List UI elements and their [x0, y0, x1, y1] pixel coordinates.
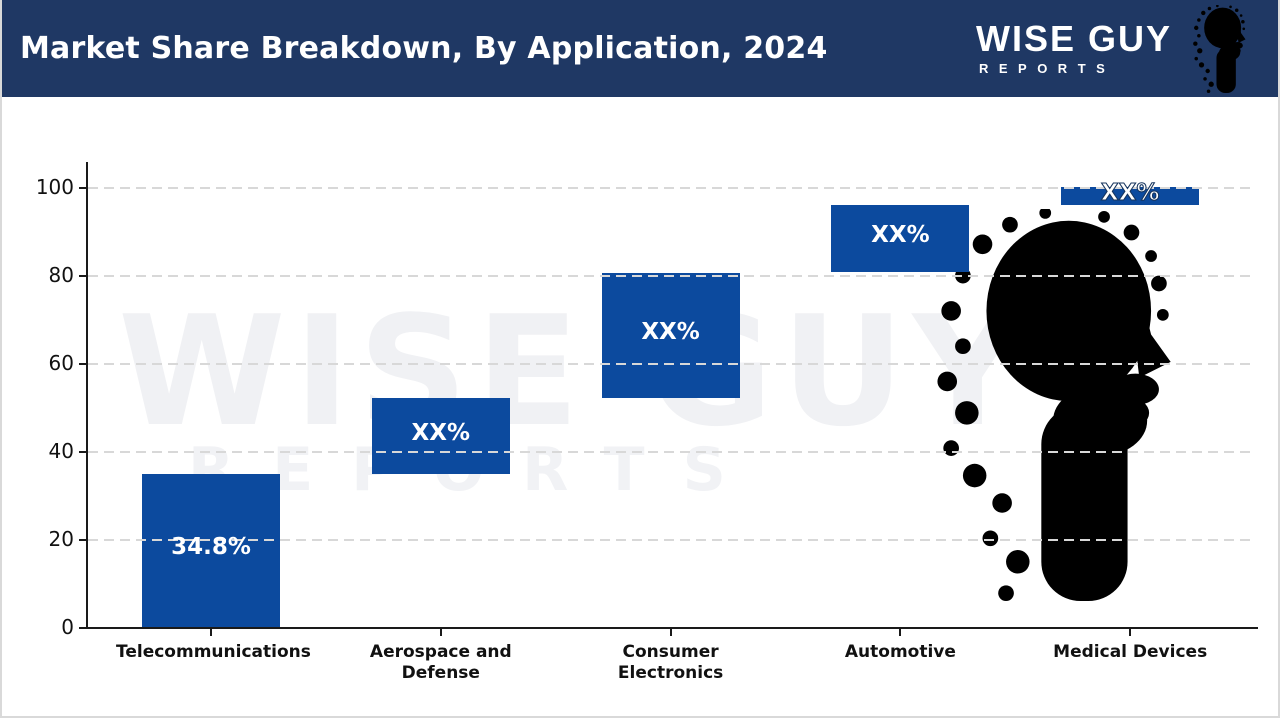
x-category-label: Consumer Electronics: [617, 642, 724, 684]
x-tick-mark: [210, 629, 212, 636]
y-tick-label: 20: [48, 527, 74, 551]
chart-area: WISE GUY REPORTS 02040608010034.8%Teleco…: [0, 97, 1280, 720]
x-axis-line: [86, 627, 1258, 629]
y-tick-mark: [79, 627, 87, 629]
gridline: [88, 187, 1256, 189]
x-tick-mark: [899, 629, 902, 636]
x-tick-mark: [439, 629, 442, 636]
bar-aerospace-and-defense: [371, 397, 510, 474]
gridline: [88, 275, 1256, 277]
y-tick-label: 40: [48, 439, 74, 463]
x-tick-mark: [1129, 629, 1132, 636]
gridline: [88, 451, 1256, 453]
x-category-label: Telecommunications: [116, 642, 311, 662]
bar-value-label: XX%: [1100, 179, 1160, 207]
bar-automotive: [831, 205, 970, 272]
gridline: [88, 539, 1256, 541]
bar-medical-devices: [1061, 187, 1200, 206]
logo-wordmark: WISE GUY: [975, 18, 1172, 59]
gridline: [88, 363, 1256, 365]
y-tick-mark: [79, 451, 87, 453]
y-axis-line: [86, 162, 88, 629]
bar-telecommunications: [142, 473, 280, 627]
logo-subtitle: REPORTS: [978, 61, 1116, 76]
y-tick-label: 100: [35, 175, 74, 199]
x-tick-mark: [669, 629, 672, 636]
watermark-text: WISE GUY: [118, 283, 1031, 460]
y-tick-mark: [79, 275, 87, 277]
y-tick-mark: [79, 363, 87, 365]
page-title: Market Share Breakdown, By Application, …: [20, 31, 828, 66]
bar-value-label: XX%: [641, 319, 700, 346]
x-category-label: Medical Devices: [1053, 642, 1208, 662]
logo-face-icon: [1193, 4, 1246, 93]
y-tick-mark: [79, 539, 87, 541]
x-category-label: Aerospace and Defense: [369, 642, 512, 684]
bar-value-label: XX%: [411, 419, 471, 446]
bar-value-label: XX%: [871, 222, 930, 249]
wise-guy-logo: WISE GUY REPORTS: [975, 4, 1266, 93]
header-bar: Market Share Breakdown, By Application, …: [0, 0, 1280, 97]
bar-consumer-electronics: [601, 272, 740, 398]
bar-value-label: 34.8%: [171, 534, 251, 561]
y-tick-label: 60: [48, 351, 74, 375]
x-category-label: Automotive: [844, 642, 956, 662]
y-tick-label: 80: [48, 263, 74, 287]
y-tick-mark: [79, 187, 87, 189]
y-tick-label: 0: [61, 615, 74, 639]
